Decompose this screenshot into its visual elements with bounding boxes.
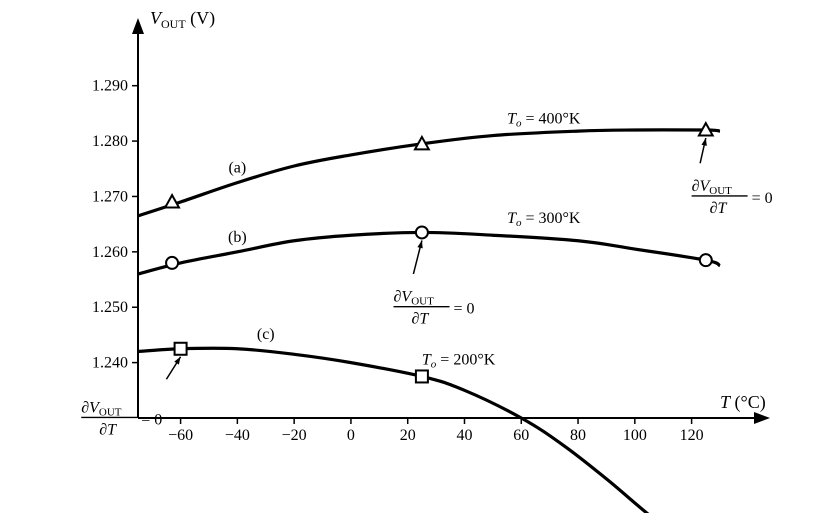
curve-letter-label: (a) bbox=[228, 160, 246, 177]
x-tick-label: 120 bbox=[680, 427, 704, 444]
y-tick-label: 1.270 bbox=[92, 188, 128, 205]
To-label: To = 200°K bbox=[422, 351, 496, 370]
x-tick-label: −40 bbox=[225, 427, 250, 444]
x-tick-label: 40 bbox=[456, 427, 472, 444]
square-marker bbox=[416, 370, 428, 382]
y-axis-title: VOUT (V) bbox=[150, 8, 215, 31]
equals-zero: = 0 bbox=[752, 190, 773, 207]
x-axis-title: T (°C) bbox=[720, 392, 766, 413]
triangle-marker bbox=[165, 195, 179, 207]
annotation-arrowhead bbox=[174, 357, 180, 365]
y-tick-label: 1.290 bbox=[92, 78, 128, 95]
x-tick-label: 20 bbox=[400, 427, 416, 444]
circle-marker bbox=[700, 254, 712, 266]
x-tick-label: 100 bbox=[623, 427, 647, 444]
y-tick-label: 1.250 bbox=[92, 299, 128, 316]
square-marker bbox=[175, 343, 187, 355]
derivative-denom: ∂T bbox=[710, 200, 728, 217]
derivative-label: ∂VOUT bbox=[692, 178, 733, 197]
x-tick-label: −20 bbox=[282, 427, 307, 444]
circle-marker bbox=[416, 226, 428, 238]
curve-b bbox=[138, 232, 720, 274]
y-tick-label: 1.280 bbox=[92, 133, 128, 150]
curve-a bbox=[138, 130, 720, 216]
x-tick-label: −60 bbox=[168, 427, 193, 444]
curve-letter-label: (c) bbox=[257, 326, 275, 343]
annotation-arrowhead bbox=[417, 240, 422, 248]
derivative-label: ∂VOUT bbox=[81, 399, 122, 418]
curve-letter-label: (b) bbox=[228, 229, 247, 246]
y-axis-arrowhead bbox=[132, 18, 144, 34]
derivative-denom: ∂T bbox=[99, 421, 117, 438]
equals-zero: = 0 bbox=[454, 301, 475, 318]
vout-vs-temp-chart: 1.240 1.250 1.260 1.270 1.280 1.290 −60 −40 −20 0… bbox=[0, 0, 813, 513]
y-tick-label: 1.260 bbox=[92, 244, 128, 261]
x-tick-label: 60 bbox=[513, 427, 529, 444]
To-label: To = 400°K bbox=[507, 111, 581, 130]
derivative-label: ∂VOUT bbox=[394, 289, 435, 308]
To-label: To = 300°K bbox=[507, 210, 581, 229]
circle-marker bbox=[166, 257, 178, 269]
equals-zero: = 0 bbox=[141, 411, 162, 428]
x-tick-label: 80 bbox=[570, 427, 586, 444]
x-tick-label: 0 bbox=[347, 427, 355, 444]
x-axis-arrowhead bbox=[754, 412, 770, 424]
y-tick-label: 1.240 bbox=[92, 355, 128, 372]
derivative-denom: ∂T bbox=[412, 311, 430, 328]
